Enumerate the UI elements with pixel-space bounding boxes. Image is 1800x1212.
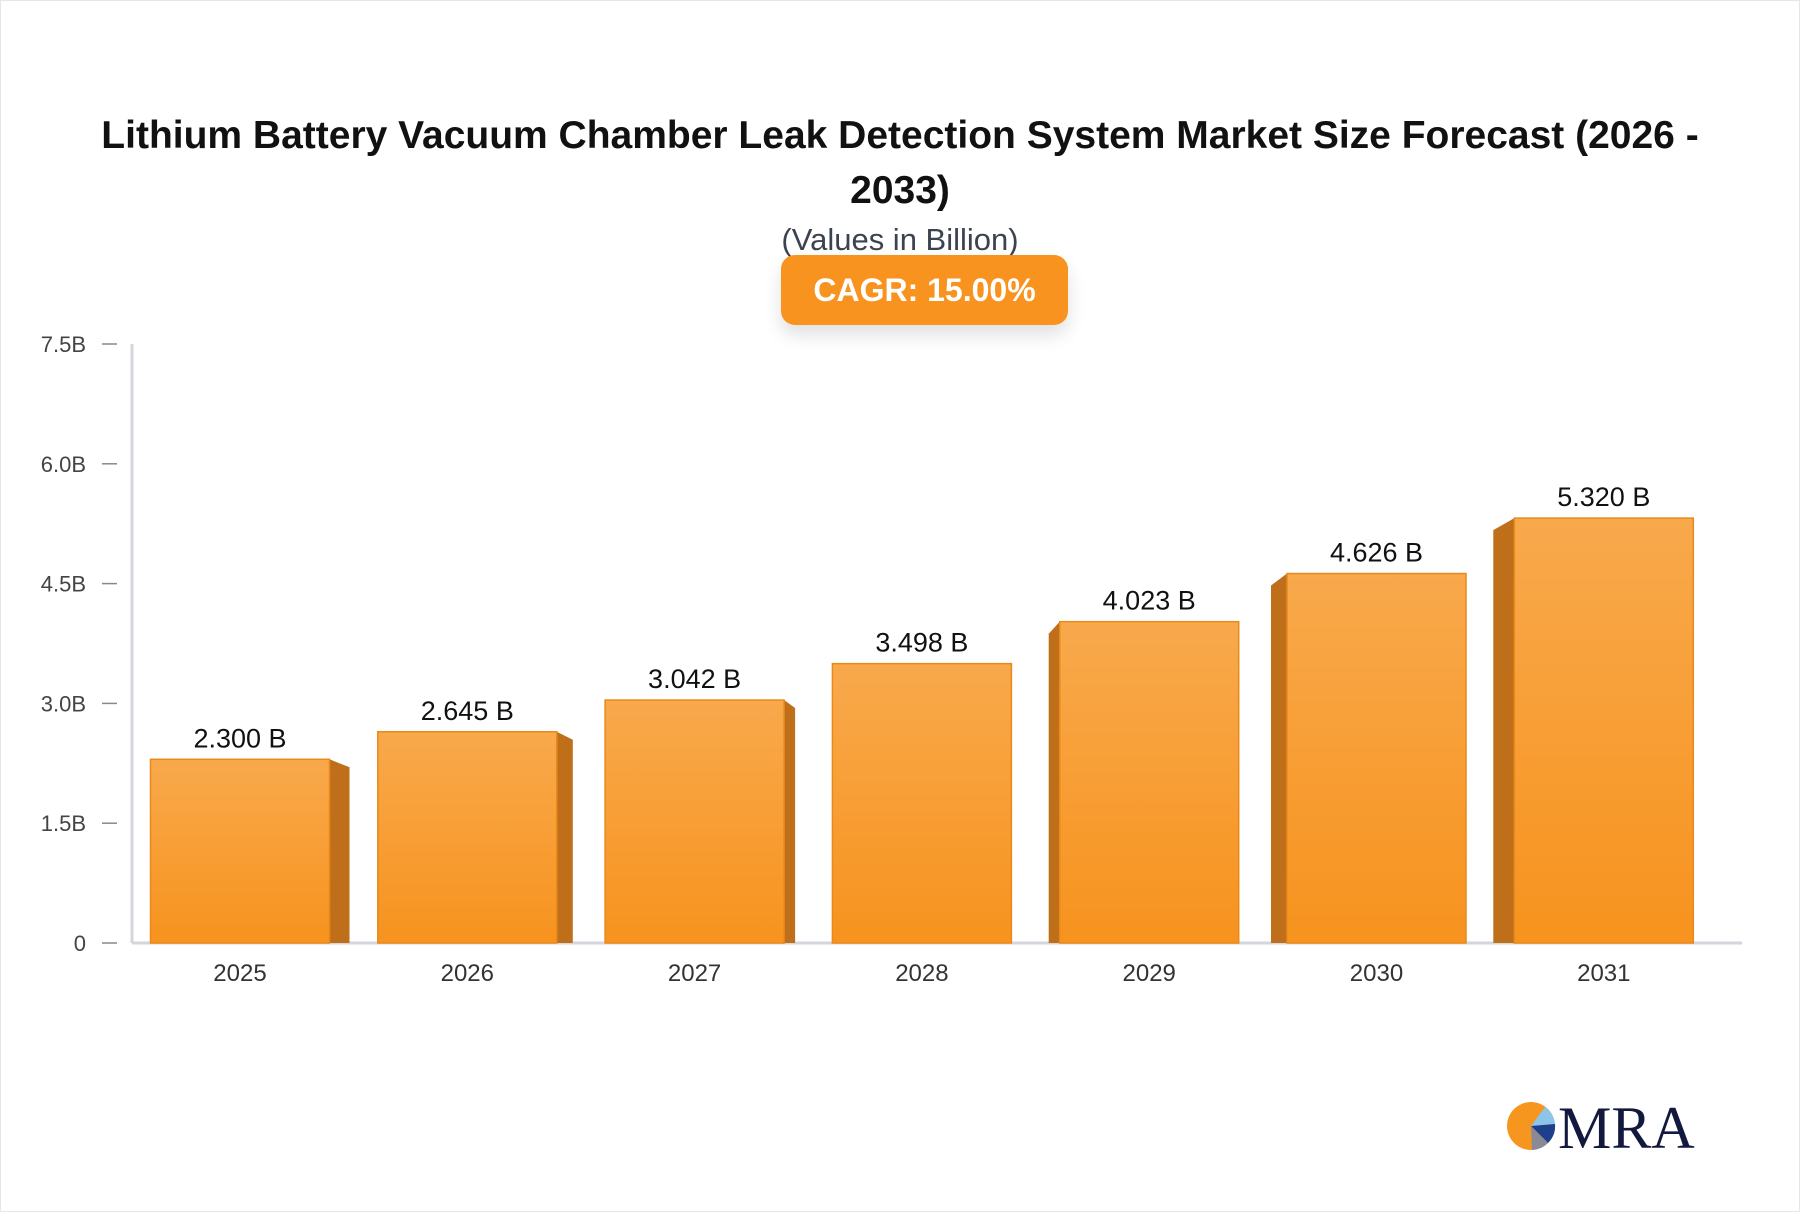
bar [1513, 517, 1695, 944]
y-tick-label: 4.5B [41, 572, 86, 597]
bar [1058, 620, 1240, 944]
bar-group: 4.023 B 2029 [1048, 586, 1240, 987]
bar-group: 5.320 B 2031 [1493, 482, 1695, 987]
x-tick-label: 2031 [1577, 960, 1630, 987]
bar-group: 3.498 B 2028 [831, 628, 1013, 987]
data-label: 5.320 B [1557, 482, 1650, 512]
bar-group: 2.300 B 2025 [149, 723, 350, 987]
chart-subtitle: (Values in Billion) [781, 222, 1019, 257]
bar-group: 4.626 B 2030 [1271, 538, 1467, 987]
bar [377, 731, 558, 944]
mra-logo: MRA [1507, 1098, 1695, 1154]
bar-side [1271, 573, 1287, 943]
x-tick-label: 2028 [895, 960, 948, 987]
bar-side [556, 731, 573, 943]
data-label: 2.645 B [421, 696, 514, 726]
bar-group: 2.645 B 2026 [377, 696, 573, 987]
chart-title: Lithium Battery Vacuum Chamber Leak Dete… [101, 114, 1699, 212]
x-tick-label: 2029 [1123, 960, 1176, 987]
x-tick-label: 2026 [441, 960, 494, 987]
x-tick-label: 2030 [1350, 960, 1403, 987]
data-label: 4.023 B [1103, 586, 1196, 616]
data-label: 3.498 B [875, 628, 968, 658]
bar [831, 662, 1013, 944]
cagr-badge: CAGR: 15.00% [781, 255, 1068, 325]
bar [149, 758, 331, 944]
bar [604, 699, 785, 944]
y-tick-label: 0 [74, 931, 86, 956]
data-label: 4.626 B [1330, 538, 1423, 568]
y-tick-label: 1.5B [41, 811, 86, 836]
bar-side [784, 700, 796, 943]
bar-side [1048, 621, 1060, 943]
x-tick-label: 2025 [213, 960, 266, 987]
bar-side [1493, 518, 1515, 943]
y-tick-label: 3.0B [41, 691, 86, 716]
logo-text: MRA [1558, 1098, 1695, 1154]
data-label: 2.300 B [193, 723, 286, 753]
bar-group: 3.042 B 2027 [604, 664, 796, 987]
y-tick-label: 7.5B [41, 332, 86, 357]
data-label: 3.042 B [648, 664, 741, 694]
y-tick-label: 6.0B [41, 452, 86, 477]
bar-side [329, 759, 350, 943]
x-tick-label: 2027 [668, 960, 721, 987]
bar [1286, 572, 1467, 944]
